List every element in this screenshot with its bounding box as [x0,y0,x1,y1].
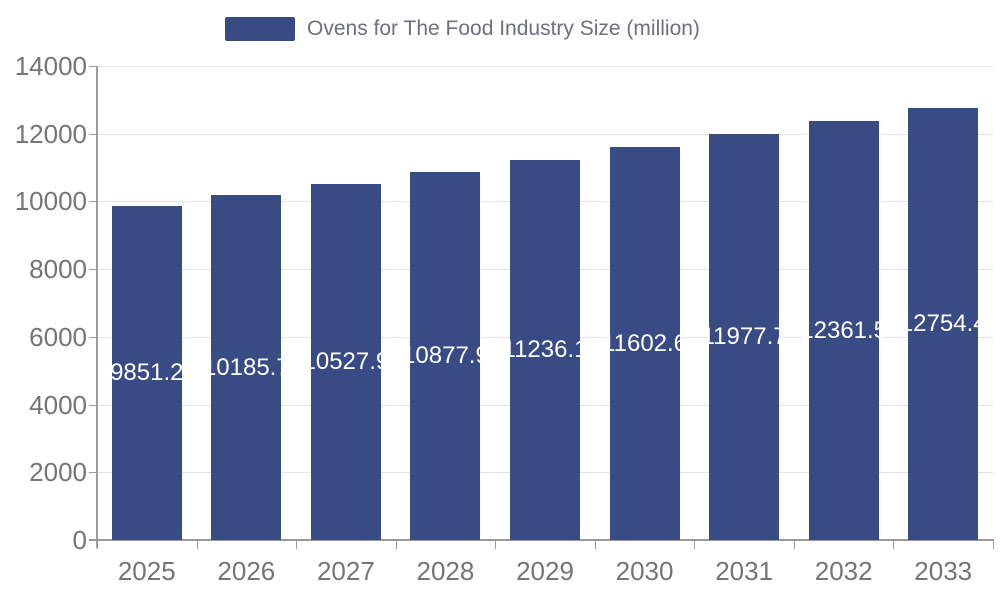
y-tick-mark [89,269,97,271]
y-tick-label: 0 [72,525,87,555]
bar[interactable] [211,195,282,540]
x-tick-mark [395,540,397,549]
bar[interactable] [111,206,182,540]
x-tick-label: 2033 [914,556,973,586]
bar[interactable] [709,134,780,540]
bar[interactable] [310,183,381,540]
bar-value-label: 12361.5 [800,316,888,344]
legend-swatch [225,17,295,41]
bar[interactable] [510,159,580,540]
x-tick-label: 2028 [416,556,475,586]
x-tick-mark [296,540,298,549]
bar[interactable] [609,147,680,540]
gridline [97,133,993,135]
gridline [97,66,993,67]
bar-value-label: 9851.2 [110,359,184,387]
x-tick-mark [893,540,895,549]
x-tick-mark [993,540,994,549]
legend-label: Ovens for The Food Industry Size (millio… [307,17,700,40]
y-tick-mark [89,404,97,406]
x-tick-label: 2030 [615,556,674,586]
bar-value-label: 10877.9 [402,341,489,369]
y-tick-label: 10000 [14,186,87,217]
x-tick-mark [196,540,198,549]
bar-value-label: 10185.7 [202,353,290,381]
y-tick-label: 14000 [14,51,87,81]
bar[interactable] [410,171,481,540]
y-tick-mark [89,336,97,338]
y-tick-mark [89,472,97,474]
x-tick-mark [594,540,596,549]
bar[interactable] [808,121,879,540]
x-tick-mark [495,540,497,549]
bar-value-label: 11236.1 [502,335,588,363]
x-tick-label: 2031 [715,556,774,586]
y-tick-mark [89,201,97,203]
x-tick-label: 2027 [316,556,375,586]
x-tick-mark [793,540,795,549]
x-tick-label: 2029 [516,556,574,586]
bar-value-label: 10527.9 [302,347,390,375]
x-tick-label: 2026 [217,556,276,586]
x-tick-mark [694,540,696,549]
y-tick-label: 6000 [29,321,87,352]
y-axis-line [96,66,98,548]
y-tick-mark [89,66,97,67]
x-tick-label: 2025 [117,556,176,586]
y-tick-mark [89,133,97,135]
y-tick-label: 2000 [29,457,87,488]
y-tick-label: 12000 [14,118,87,149]
bar-value-label: 11602.6 [602,329,688,357]
legend[interactable]: Ovens for The Food Industry Size (millio… [225,17,700,41]
bar-value-label: 11977.7 [701,323,787,351]
x-axis-line [89,539,994,541]
bar-value-label: 12754.4 [899,310,987,338]
x-tick-label: 2032 [814,556,873,586]
x-tick-mark [97,540,98,549]
bar[interactable] [908,108,979,540]
y-tick-label: 8000 [29,254,87,285]
y-tick-label: 4000 [29,389,87,420]
